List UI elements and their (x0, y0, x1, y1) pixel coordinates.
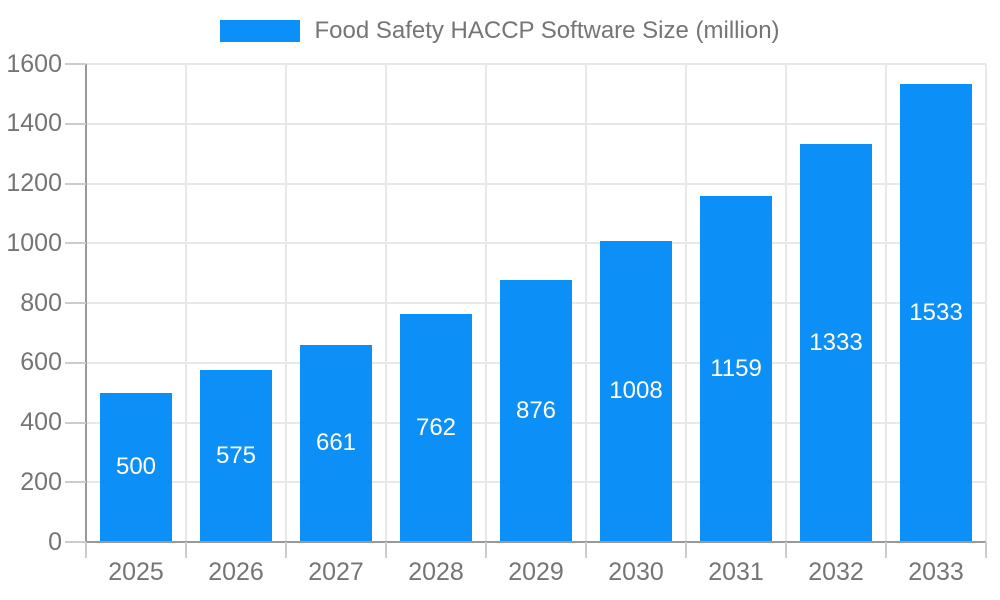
bar-2027[interactable]: 661 (300, 344, 372, 542)
y-tick-1200 (65, 182, 86, 185)
gridline-x-7 (785, 64, 787, 542)
y-axis-label-400: 400 (20, 408, 62, 436)
x-tick-9 (985, 542, 987, 558)
x-tick-6 (685, 542, 687, 558)
x-tick-8 (885, 542, 887, 558)
x-axis-label-2029: 2029 (508, 558, 564, 586)
y-tick-1600 (65, 63, 86, 65)
bar-2033[interactable]: 1533 (900, 84, 972, 542)
legend-label: Food Safety HACCP Software Size (million… (314, 17, 780, 44)
y-axis-label-1000: 1000 (6, 228, 62, 257)
gridline-x-1 (185, 64, 187, 542)
x-axis-label-2028: 2028 (408, 558, 464, 586)
y-axis-label-800: 800 (20, 288, 62, 317)
y-tick-600 (65, 361, 86, 364)
bar-2029[interactable]: 876 (500, 280, 572, 542)
y-axis-line (85, 64, 87, 542)
bar-value-label-2033: 1533 (909, 299, 963, 327)
gridline-x-4 (485, 64, 487, 542)
x-tick-0 (85, 542, 87, 558)
gridline-x-6 (685, 64, 687, 542)
bar-value-label-2026: 575 (215, 442, 257, 470)
gridline-y-1400 (86, 122, 986, 125)
chart-legend[interactable]: Food Safety HACCP Software Size (million… (0, 17, 1000, 45)
gridline-y-1600 (86, 63, 986, 65)
y-tick-200 (65, 481, 86, 484)
x-tick-1 (185, 542, 187, 558)
x-axis-label-2030: 2030 (608, 558, 664, 586)
x-axis-label-2027: 2027 (308, 558, 364, 586)
x-tick-2 (285, 542, 287, 558)
bar-2031[interactable]: 1159 (700, 195, 772, 542)
y-tick-400 (65, 421, 86, 424)
x-tick-5 (585, 542, 587, 558)
gridline-x-3 (385, 64, 387, 542)
bar-value-label-2027: 661 (315, 429, 357, 457)
gridline-y-1200 (86, 182, 986, 185)
legend-swatch-icon (220, 20, 301, 42)
y-axis-label-600: 600 (20, 348, 62, 377)
bar-value-label-2032: 1333 (809, 328, 863, 356)
bar-2028[interactable]: 762 (400, 314, 472, 542)
gridline-x-9 (985, 64, 987, 542)
gridline-x-8 (885, 64, 887, 542)
x-axis-label-2031: 2031 (708, 558, 764, 586)
bar-value-label-2025: 500 (115, 453, 157, 481)
y-axis-label-1200: 1200 (6, 169, 62, 197)
plot-area: 500 575 661 762 876 1008 1159 1333 1533 (85, 63, 987, 543)
y-tick-1400 (65, 122, 86, 125)
bar-value-label-2029: 876 (515, 397, 557, 425)
x-axis-label-2032: 2032 (808, 558, 864, 586)
x-axis-label-2033: 2033 (908, 558, 964, 586)
bar-2030[interactable]: 1008 (600, 240, 672, 542)
y-axis-label-200: 200 (20, 467, 62, 496)
gridline-x-2 (285, 64, 287, 542)
x-tick-7 (785, 542, 787, 558)
bar-2025[interactable]: 500 (100, 392, 172, 542)
bar-value-label-2030: 1008 (609, 377, 663, 405)
y-axis-label-0: 0 (48, 527, 62, 556)
y-axis-label-1600: 1600 (6, 49, 62, 78)
bar-2032[interactable]: 1333 (800, 143, 872, 542)
y-axis-label-1400: 1400 (6, 109, 62, 138)
bar-value-label-2031: 1159 (710, 354, 762, 382)
x-tick-4 (485, 542, 487, 558)
x-axis-line (85, 541, 986, 543)
x-axis-label-2025: 2025 (108, 558, 164, 586)
y-tick-800 (65, 302, 86, 304)
x-tick-3 (385, 542, 387, 558)
gridline-y-1000 (86, 242, 986, 245)
y-tick-0 (65, 541, 86, 543)
bar-2026[interactable]: 575 (200, 370, 272, 542)
x-axis-label-2026: 2026 (208, 558, 264, 586)
y-tick-1000 (65, 242, 86, 245)
bar-value-label-2028: 762 (415, 414, 457, 442)
gridline-x-5 (585, 64, 587, 542)
